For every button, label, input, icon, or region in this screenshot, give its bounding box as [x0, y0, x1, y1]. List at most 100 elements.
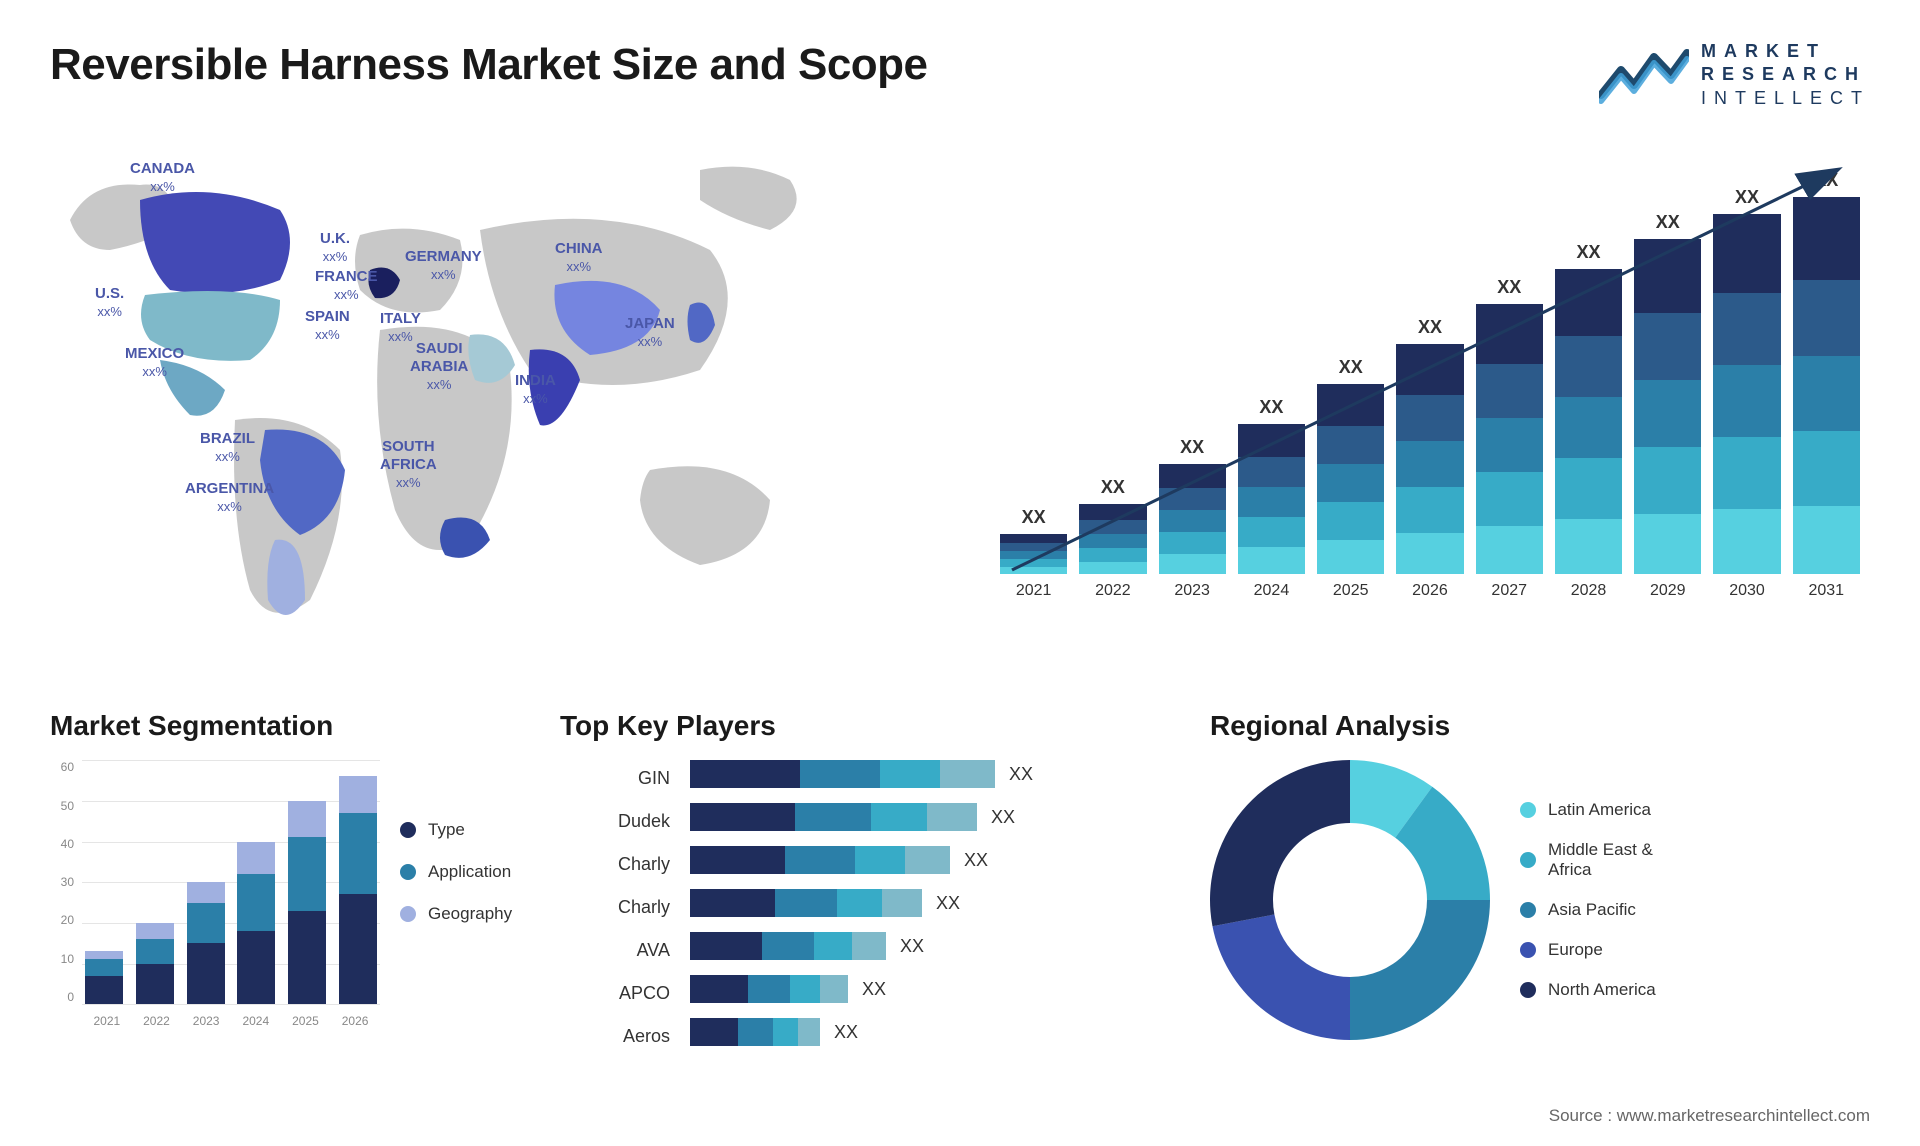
- growth-bar-year: 2022: [1095, 582, 1131, 600]
- legend-label: Type: [428, 820, 465, 840]
- growth-bar-year: 2028: [1571, 582, 1607, 600]
- legend-item: Latin America: [1520, 800, 1656, 820]
- player-name: Charly: [618, 893, 670, 921]
- players-title: Top Key Players: [560, 710, 1180, 742]
- growth-bar: XX2027: [1476, 170, 1543, 600]
- seg-bar: [288, 801, 326, 1004]
- seg-ytick: 60: [61, 760, 74, 774]
- players-panel: Top Key Players GINDudekCharlyCharlyAVAA…: [560, 710, 1180, 1050]
- seg-bar: [136, 923, 174, 1004]
- legend-item: North America: [1520, 980, 1656, 1000]
- seg-xtick: 2024: [242, 1014, 269, 1028]
- growth-bar: XX2025: [1317, 170, 1384, 600]
- growth-bar-value: XX: [1656, 212, 1680, 233]
- regional-donut-chart: [1210, 760, 1490, 1040]
- legend-label: Geography: [428, 904, 512, 924]
- logo-text-1: MARKET: [1701, 40, 1870, 63]
- seg-ytick: 10: [61, 952, 74, 966]
- player-value: XX: [991, 807, 1015, 828]
- logo-text-3: INTELLECT: [1701, 87, 1870, 110]
- segmentation-chart: 6050403020100 202120222023202420252026: [50, 760, 380, 1040]
- map-label: U.K.xx%: [320, 230, 350, 266]
- player-name: GIN: [638, 764, 670, 792]
- legend-item: Application: [400, 862, 512, 882]
- legend-dot-icon: [1520, 852, 1536, 868]
- player-bar-row: XX: [690, 760, 1180, 788]
- legend-dot-icon: [1520, 982, 1536, 998]
- player-bar-row: XX: [690, 889, 1180, 917]
- growth-bar: XX 2026: [1396, 170, 1463, 600]
- seg-bar: [85, 951, 123, 1004]
- growth-bar-value: XX: [1497, 277, 1521, 298]
- player-value: XX: [900, 936, 924, 957]
- growth-bar-year: 2024: [1254, 582, 1290, 600]
- growth-bar: XX2021: [1000, 170, 1067, 600]
- map-label: JAPANxx%: [625, 315, 675, 351]
- growth-bar: XX 2024: [1238, 170, 1305, 600]
- seg-ytick: 30: [61, 875, 74, 889]
- growth-bar-chart: XX2021XX2022XX2023XX2024XX2025XX2026XX20…: [990, 140, 1870, 660]
- growth-bar: XX2029: [1634, 170, 1701, 600]
- regional-legend: Latin America Middle East &Africa Asia Pac…: [1520, 800, 1656, 1000]
- growth-bar: XX 2022: [1079, 170, 1146, 600]
- map-label: GERMANYxx%: [405, 248, 482, 284]
- player-name: AVA: [637, 936, 670, 964]
- player-value: XX: [862, 979, 886, 1000]
- growth-bar-value: XX: [1259, 397, 1283, 418]
- growth-bar: XX2023: [1159, 170, 1226, 600]
- growth-bar-value: XX: [1101, 477, 1125, 498]
- seg-xtick: 2025: [292, 1014, 319, 1028]
- legend-dot-icon: [400, 822, 416, 838]
- player-name: Charly: [618, 850, 670, 878]
- segmentation-panel: Market Segmentation 6050403020100 202120…: [50, 710, 530, 1040]
- legend-label: Application: [428, 862, 511, 882]
- seg-xtick: 2022: [143, 1014, 170, 1028]
- map-label: FRANCExx%: [315, 268, 378, 304]
- legend-label: Asia Pacific: [1548, 900, 1636, 920]
- legend-label: Middle East &Africa: [1548, 840, 1653, 880]
- growth-bar-value: XX: [1576, 242, 1600, 263]
- growth-bar-year: 2021: [1016, 582, 1052, 600]
- source-attribution: Source : www.marketresearchintellect.com: [1549, 1106, 1870, 1126]
- map-label: BRAZILxx%: [200, 430, 255, 466]
- logo-mark-icon: [1599, 45, 1689, 105]
- map-label: CHINAxx%: [555, 240, 603, 276]
- player-value: XX: [1009, 764, 1033, 785]
- world-map-icon: [50, 140, 930, 660]
- growth-bar-year: 2026: [1412, 582, 1448, 600]
- segmentation-legend: Type Application Geography: [400, 760, 512, 1040]
- legend-label: North America: [1548, 980, 1656, 1000]
- seg-xtick: 2021: [93, 1014, 120, 1028]
- seg-ytick: 20: [61, 913, 74, 927]
- map-label: SPAINxx%: [305, 308, 350, 344]
- growth-bar-year: 2031: [1808, 582, 1844, 600]
- brand-logo: MARKET RESEARCH INTELLECT: [1599, 40, 1870, 110]
- donut-slice: [1210, 760, 1350, 926]
- growth-bar-value: XX: [1418, 317, 1442, 338]
- seg-bar: [339, 776, 377, 1004]
- map-label: U.S.xx%: [95, 285, 124, 321]
- legend-dot-icon: [1520, 802, 1536, 818]
- players-bars: XX XX XX XX XX XX XX: [690, 760, 1180, 1050]
- player-bar-row: XX: [690, 1018, 1180, 1046]
- growth-bar-value: XX: [1339, 357, 1363, 378]
- legend-dot-icon: [400, 864, 416, 880]
- growth-bar: XX2031: [1793, 170, 1860, 600]
- growth-bar-value: XX: [1180, 437, 1204, 458]
- seg-ytick: 40: [61, 837, 74, 851]
- map-label: MEXICOxx%: [125, 345, 184, 381]
- player-value: XX: [964, 850, 988, 871]
- map-label: CANADAxx%: [130, 160, 195, 196]
- player-value: XX: [936, 893, 960, 914]
- legend-dot-icon: [400, 906, 416, 922]
- player-bar-row: XX: [690, 803, 1180, 831]
- player-value: XX: [834, 1022, 858, 1043]
- legend-label: Latin America: [1548, 800, 1651, 820]
- page-title: Reversible Harness Market Size and Scope: [50, 40, 928, 90]
- seg-ytick: 50: [61, 799, 74, 813]
- seg-bar: [187, 882, 225, 1004]
- player-name: APCO: [619, 979, 670, 1007]
- seg-xtick: 2026: [342, 1014, 369, 1028]
- player-bar-row: XX: [690, 846, 1180, 874]
- regional-panel: Regional Analysis Latin AmericaMiddle Ea…: [1210, 710, 1870, 1040]
